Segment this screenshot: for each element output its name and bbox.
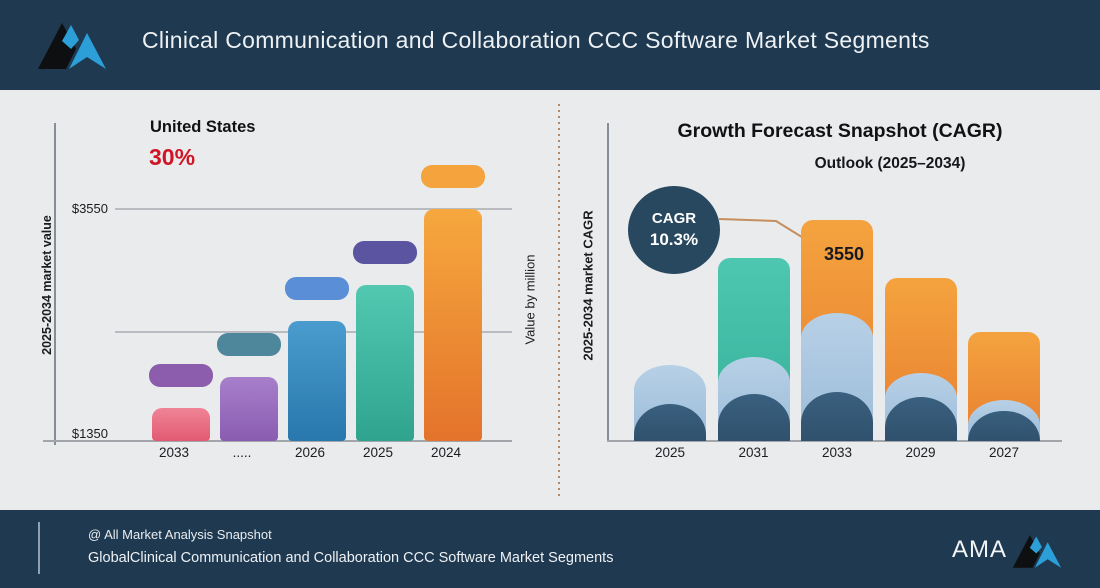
cagr-chart-y-axis-label: 2025-2034 market CAGR (580, 210, 596, 361)
cagr-seg-base-2029 (884, 397, 957, 441)
cagr-x-label-2027: 2027 (988, 445, 1020, 460)
page-title: Clinical Communication and Collaboration… (142, 27, 930, 53)
us-bar-2025 (356, 285, 414, 441)
footer-band: @ All Market Analysis Snapshot GlobalCli… (0, 510, 1100, 588)
cagr-x-label-2025: 2025 (654, 445, 686, 460)
us-bar-cap-..... (217, 333, 281, 356)
cagr-seg-base-2033 (801, 392, 873, 441)
us-bar-cap-2033 (149, 364, 213, 387)
cagr-x-label-2031: 2031 (738, 445, 769, 460)
y-tick-1350: $1350 (71, 426, 108, 441)
footer-report-title: GlobalClinical Communication and Collabo… (88, 550, 614, 566)
header-band: Clinical Communication and Collaboration… (0, 0, 1100, 90)
us-x-label-2026: 2026 (294, 445, 326, 460)
cagr-badge-label: CAGR (651, 210, 697, 227)
cagr-chart-subtitle: Outlook (2025–2034) (814, 155, 966, 172)
ama-logo-icon (38, 23, 106, 69)
us-bar-2024 (424, 209, 482, 441)
footer-credit: @ All Market Analysis Snapshot (88, 527, 272, 542)
cagr-x-label-2033: 2033 (821, 445, 853, 460)
cagr-badge-value: 10.3% (649, 229, 699, 249)
cagr-data-label-3550: 3550 (824, 244, 865, 264)
us-bar-..... (220, 377, 278, 441)
us-chart-x-axis (43, 440, 512, 442)
cagr-seg-base-2031 (717, 394, 790, 441)
cagr-x-label-2029: 2029 (905, 445, 936, 460)
cagr-chart-title: Growth Forecast Snapshot (CAGR) (677, 120, 1003, 142)
us-x-label-2033: 2033 (158, 445, 190, 460)
cagr-chart-x-axis (607, 440, 1062, 442)
us-bar-cap-2025 (353, 241, 417, 264)
us-x-label-2024: 2024 (430, 445, 462, 460)
footer-brand-text: AMA (952, 536, 1008, 563)
us-bar-cap-2024 (421, 165, 485, 188)
us-region-label: United States (150, 118, 256, 136)
us-x-label-2025: 2025 (362, 445, 394, 460)
cagr-chart-y-axis (607, 123, 609, 441)
gridline-3550 (115, 208, 512, 210)
us-chart-y-axis (54, 123, 56, 445)
us-bar-2033 (152, 408, 210, 441)
us-bar-cap-2026 (285, 277, 349, 300)
footer-ama-logo-icon (1012, 535, 1062, 568)
y-tick-3550: $3550 (71, 201, 108, 216)
us-percent-value: 30% (149, 144, 196, 170)
value-axis-label: Value by million (522, 254, 538, 345)
cagr-badge: CAGR 10.3% (628, 186, 720, 274)
footer-divider (38, 522, 40, 574)
us-bar-2026 (288, 321, 346, 441)
us-chart-y-axis-label: 2025-2034 market value (40, 215, 54, 355)
panel-divider (558, 104, 560, 496)
us-x-label-.....: ..... (232, 445, 252, 460)
